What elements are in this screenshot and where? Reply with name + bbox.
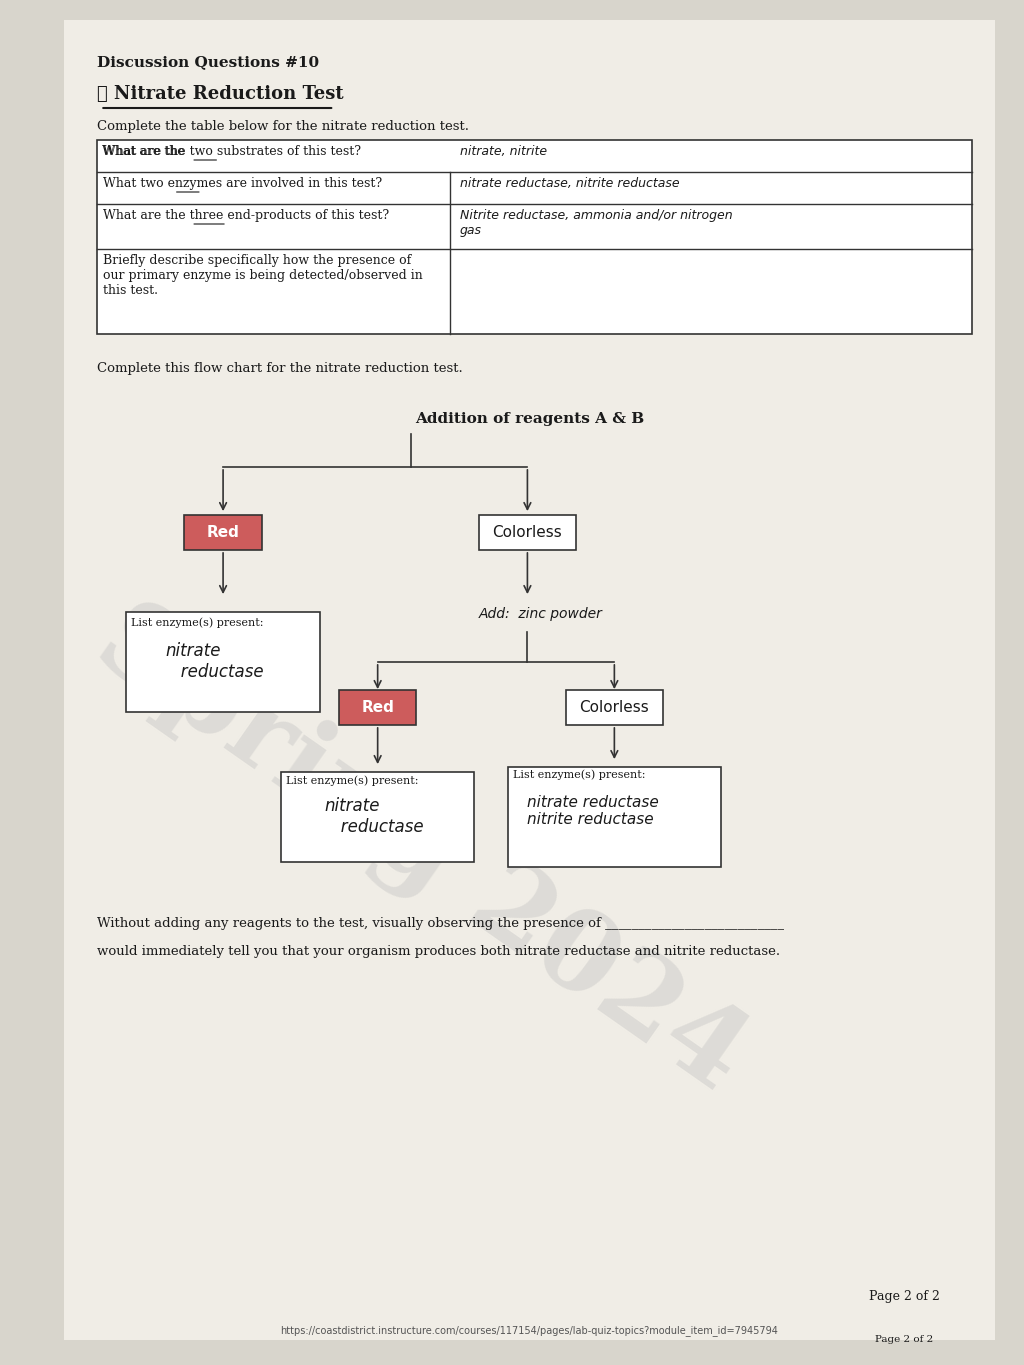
- Text: Nitrite reductase, ammonia and/or nitrogen
gas: Nitrite reductase, ammonia and/or nitrog…: [460, 209, 732, 238]
- Text: would immediately tell you that your organism produces both nitrate reductase an: would immediately tell you that your org…: [97, 945, 780, 958]
- Text: List enzyme(s) present:: List enzyme(s) present:: [513, 768, 645, 779]
- Text: Without adding any reagents to the test, visually observing the presence of ____: Without adding any reagents to the test,…: [97, 917, 784, 930]
- Text: nitrate reductase
nitrite reductase: nitrate reductase nitrite reductase: [527, 794, 659, 827]
- Bar: [479, 515, 575, 550]
- Bar: [97, 141, 972, 334]
- Bar: [508, 767, 721, 867]
- Bar: [281, 773, 474, 863]
- Text: Red: Red: [361, 699, 394, 714]
- Text: Page 2 of 2: Page 2 of 2: [876, 1335, 933, 1345]
- Bar: [339, 689, 417, 725]
- Text: Addition of reagents A & B: Addition of reagents A & B: [415, 412, 644, 426]
- Text: List enzyme(s) present:: List enzyme(s) present:: [286, 775, 419, 786]
- Text: What are the: What are the: [102, 145, 189, 158]
- Text: Colorless: Colorless: [580, 699, 649, 714]
- Text: Complete this flow chart for the nitrate reduction test.: Complete this flow chart for the nitrate…: [97, 362, 463, 375]
- Text: https://coastdistrict.instructure.com/courses/117154/pages/lab-quiz-topics?modul: https://coastdistrict.instructure.com/co…: [281, 1325, 778, 1336]
- Text: What two enzymes are involved in this test?: What two enzymes are involved in this te…: [103, 177, 382, 190]
- Text: What are the two substrates of this test?: What are the two substrates of this test…: [103, 145, 361, 158]
- Text: nitrate, nitrite: nitrate, nitrite: [460, 145, 547, 158]
- Text: Complete the table below for the nitrate reduction test.: Complete the table below for the nitrate…: [97, 120, 469, 132]
- Text: Red: Red: [207, 524, 240, 539]
- Bar: [127, 612, 319, 713]
- Text: Colorless: Colorless: [493, 524, 562, 539]
- Text: ❖ Nitrate Reduction Test: ❖ Nitrate Reduction Test: [97, 85, 344, 102]
- Bar: [184, 515, 262, 550]
- Text: What are the three end-products of this test?: What are the three end-products of this …: [103, 209, 389, 222]
- Text: Page 2 of 2: Page 2 of 2: [868, 1290, 940, 1304]
- Text: List enzyme(s) present:: List enzyme(s) present:: [131, 617, 264, 628]
- Bar: [566, 689, 663, 725]
- Text: Discussion Questions #10: Discussion Questions #10: [97, 55, 319, 70]
- Text: Add:  zinc powder: Add: zinc powder: [479, 607, 603, 621]
- Text: Spring 2024: Spring 2024: [77, 586, 766, 1114]
- Text: nitrate
   reductase: nitrate reductase: [325, 797, 423, 835]
- Text: nitrate reductase, nitrite reductase: nitrate reductase, nitrite reductase: [460, 177, 679, 190]
- FancyBboxPatch shape: [63, 20, 995, 1340]
- Text: nitrate
   reductase: nitrate reductase: [165, 642, 264, 681]
- Text: Briefly describe specifically how the presence of
our primary enzyme is being de: Briefly describe specifically how the pr…: [103, 254, 423, 298]
